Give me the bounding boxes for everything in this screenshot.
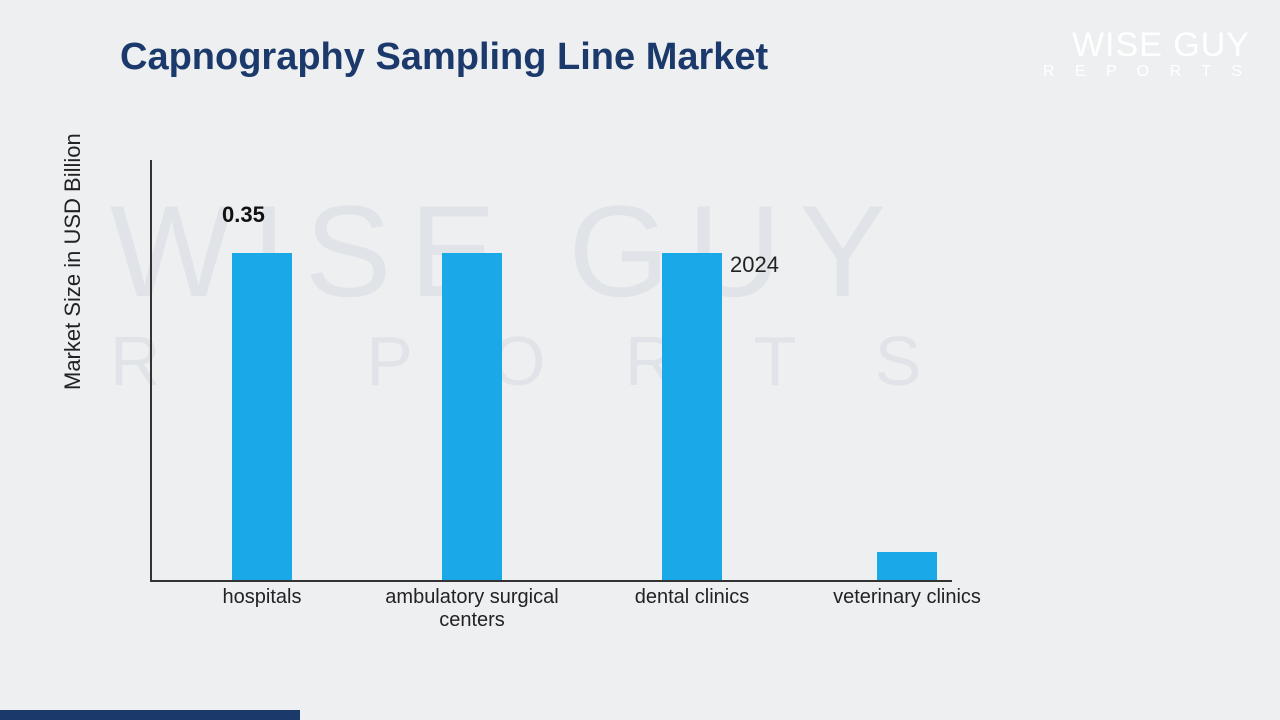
- legend-swatch: [672, 255, 718, 275]
- bar: hospitals: [232, 253, 292, 580]
- chart-title: Capnography Sampling Line Market: [120, 36, 768, 79]
- y-axis-label: Market Size in USD Billion: [60, 133, 86, 390]
- legend-label: 2024: [730, 252, 779, 278]
- bar: dental clinics: [662, 253, 722, 580]
- brand-logo: WISE GUY R E P O R T S: [1043, 28, 1250, 80]
- canvas: WISE GUY R E P O R T S WISE GUY R E P O …: [0, 0, 1280, 720]
- bottom-accent-bar: [0, 710, 300, 720]
- category-label: hospitals: [172, 586, 352, 609]
- category-label: ambulatory surgical centers: [382, 586, 562, 632]
- legend: 2024: [672, 252, 779, 278]
- bar-chart: Market Size in USD Billion hospitalsambu…: [100, 140, 950, 670]
- category-label: dental clinics: [602, 586, 782, 609]
- bar: veterinary clinics: [877, 552, 937, 580]
- logo-line-1: WISE GUY: [1043, 28, 1250, 62]
- category-label: veterinary clinics: [817, 586, 997, 609]
- plot-area: hospitals ambulatory surgical centers dent…: [150, 160, 952, 582]
- value-label: 0.35: [222, 202, 265, 228]
- bar: ambulatory surgical centers: [442, 253, 502, 580]
- logo-line-2: R E P O R T S: [1043, 64, 1250, 80]
